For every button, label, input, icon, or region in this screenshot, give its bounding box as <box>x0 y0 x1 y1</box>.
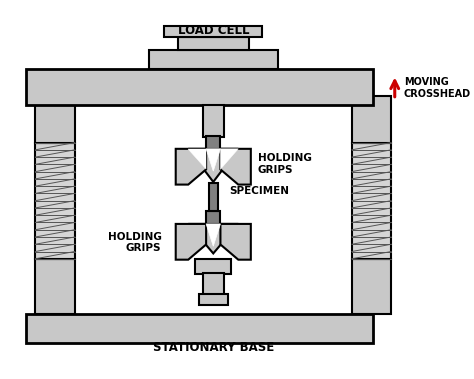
Bar <box>36 96 75 143</box>
Bar <box>195 259 231 274</box>
Polygon shape <box>220 224 251 260</box>
Bar <box>27 314 374 343</box>
Polygon shape <box>220 149 251 185</box>
Polygon shape <box>206 224 220 246</box>
Bar <box>177 37 249 50</box>
Polygon shape <box>176 149 206 185</box>
Bar <box>202 105 224 137</box>
Bar <box>164 27 263 37</box>
Polygon shape <box>206 149 220 171</box>
Bar <box>36 259 75 314</box>
Bar <box>352 259 391 314</box>
Bar <box>206 211 220 224</box>
Text: STATIONARY BASE: STATIONARY BASE <box>153 341 274 354</box>
Bar <box>206 136 220 149</box>
Bar <box>199 294 228 305</box>
Polygon shape <box>220 149 238 169</box>
Bar <box>36 143 75 259</box>
Text: HOLDING
GRIPS: HOLDING GRIPS <box>108 232 162 254</box>
Bar <box>352 143 391 259</box>
Polygon shape <box>176 224 206 260</box>
Text: HOLDING
GRIPS: HOLDING GRIPS <box>258 153 312 175</box>
Polygon shape <box>188 149 206 169</box>
Text: LOAD CELL: LOAD CELL <box>178 23 249 37</box>
Polygon shape <box>188 224 238 254</box>
Text: MOVING
CROSSHEAD: MOVING CROSSHEAD <box>404 77 471 99</box>
Bar <box>202 273 224 294</box>
Text: SPECIMEN: SPECIMEN <box>229 186 289 196</box>
Bar <box>209 183 218 211</box>
Bar <box>27 69 374 105</box>
Polygon shape <box>188 149 238 182</box>
Bar <box>149 50 278 69</box>
Bar <box>352 96 391 143</box>
